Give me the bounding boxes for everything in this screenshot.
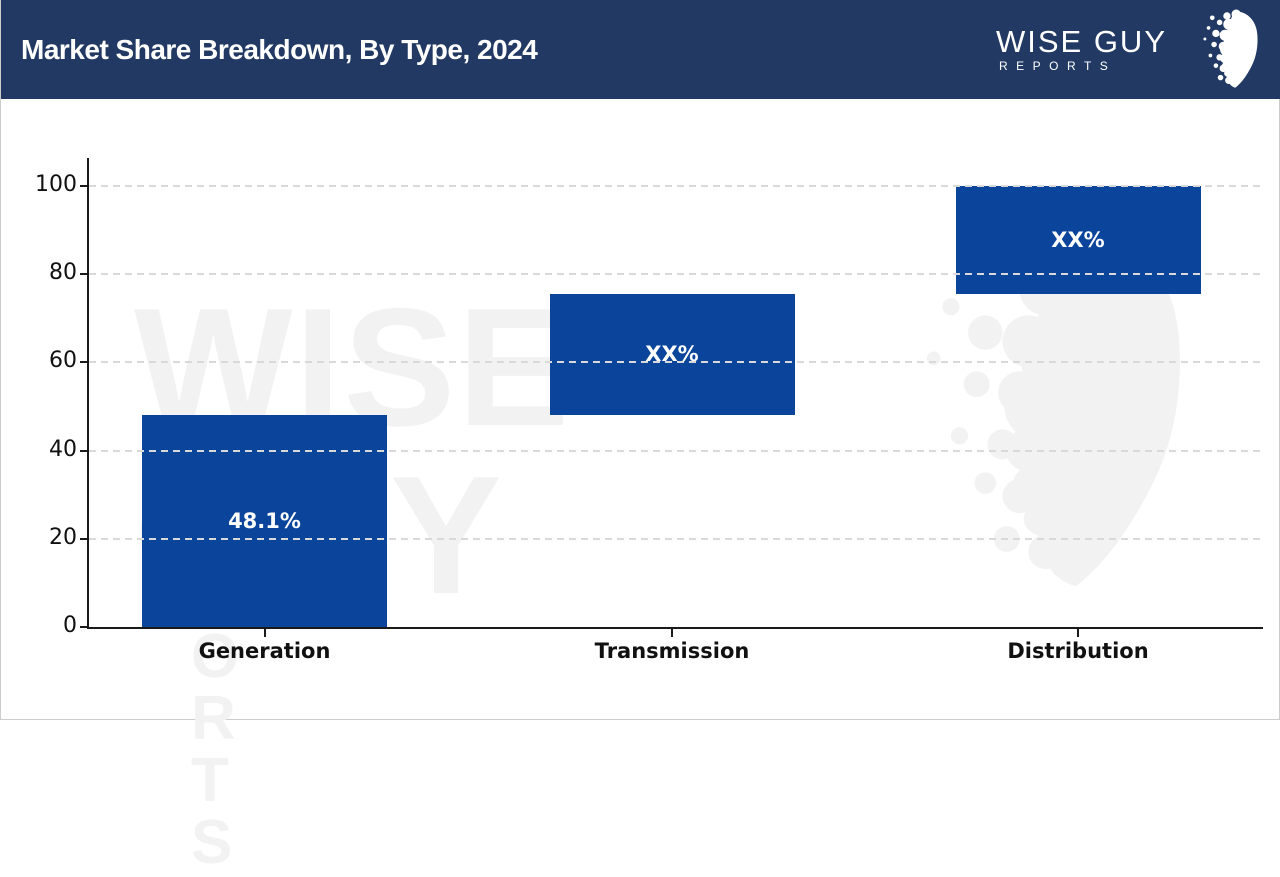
x-tick-distribution — [1077, 629, 1079, 637]
header-bar: Market Share Breakdown, By Type, 2024 WI… — [1, 0, 1280, 99]
y-tick-label-0: 0 — [63, 613, 77, 638]
wiseguy-face-icon — [1203, 9, 1258, 88]
gridline-60 — [89, 361, 1263, 364]
wiseguy-logo-text: WISE GUY REPORTS — [996, 26, 1167, 73]
y-axis-line — [87, 158, 89, 629]
y-tick-label-20: 20 — [49, 524, 77, 550]
bar-distribution: XX% — [955, 186, 1201, 294]
y-tick-80 — [80, 273, 89, 276]
bar-transmission: XX% — [549, 293, 795, 415]
y-tick-0 — [80, 626, 89, 628]
y-tick-40 — [80, 449, 89, 452]
y-tick-label-80: 80 — [49, 260, 77, 286]
gridline-100 — [89, 185, 1263, 187]
x-axis-label-transmission: Transmission — [594, 639, 750, 663]
y-tick-label-60: 60 — [49, 348, 77, 374]
y-tick-20 — [80, 537, 89, 540]
x-axis-label-distribution: Distribution — [1007, 639, 1149, 663]
y-tick-label-40: 40 — [49, 436, 77, 462]
x-axis-line — [87, 627, 1263, 629]
logo-wiseguy-label: WISE GUY — [995, 24, 1167, 59]
x-tick-transmission — [671, 629, 673, 637]
bar-value-label-generation: 48.1% — [228, 508, 301, 533]
bar-value-label-distribution: XX% — [1051, 227, 1105, 252]
x-axis-label-generation: Generation — [198, 639, 331, 663]
gridline-40 — [89, 449, 1263, 452]
gridline-80 — [89, 273, 1263, 276]
y-tick-100 — [80, 185, 89, 187]
x-tick-generation — [263, 629, 266, 637]
gridline-20 — [89, 537, 1263, 540]
page-title: Market Share Breakdown, By Type, 2024 — [21, 33, 538, 65]
bar-generation: 48.1% — [142, 414, 387, 627]
y-tick-60 — [80, 361, 89, 364]
logo-reports-label: REPORTS — [998, 59, 1117, 73]
plot-area: 0 20 40 60 80 100 48.1% Generation XX% Transmissi… — [1, 0, 1280, 720]
wiseguy-logo: WISE GUY REPORTS — [996, 8, 1261, 92]
y-tick-label-100: 100 — [35, 172, 77, 197]
